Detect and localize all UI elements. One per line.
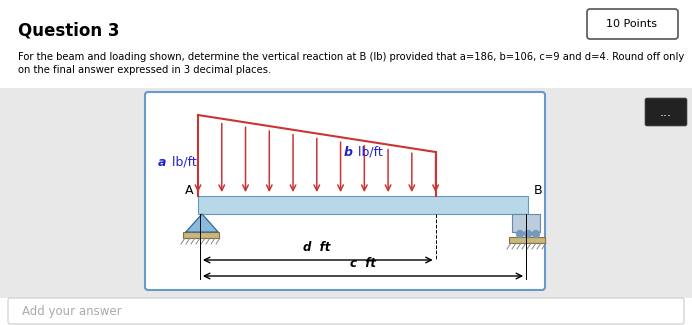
Text: on the final answer expressed in 3 decimal places.: on the final answer expressed in 3 decim… bbox=[18, 65, 271, 75]
Circle shape bbox=[525, 230, 531, 238]
Text: c  ft: c ft bbox=[350, 257, 376, 270]
Circle shape bbox=[533, 230, 540, 238]
FancyBboxPatch shape bbox=[8, 298, 684, 324]
FancyBboxPatch shape bbox=[145, 92, 545, 290]
FancyBboxPatch shape bbox=[645, 98, 687, 126]
Text: B: B bbox=[534, 184, 543, 197]
Polygon shape bbox=[186, 214, 218, 232]
Bar bbox=[198, 196, 528, 214]
Text: lb/ft: lb/ft bbox=[168, 155, 197, 168]
Text: ...: ... bbox=[660, 106, 672, 119]
Bar bbox=[183, 232, 219, 238]
Text: A: A bbox=[185, 184, 193, 197]
Text: Question 3: Question 3 bbox=[18, 22, 120, 40]
Text: a: a bbox=[158, 155, 166, 168]
Bar bbox=[512, 214, 540, 232]
Text: d  ft: d ft bbox=[303, 241, 331, 254]
Text: lb/ft: lb/ft bbox=[354, 146, 383, 159]
Text: 10 Points: 10 Points bbox=[606, 19, 657, 29]
FancyBboxPatch shape bbox=[587, 9, 678, 39]
Text: For the beam and loading shown, determine the vertical reaction at B (lb) provid: For the beam and loading shown, determin… bbox=[18, 52, 684, 62]
Bar bbox=[509, 237, 545, 243]
Text: b: b bbox=[344, 146, 353, 159]
Text: Add your answer: Add your answer bbox=[22, 305, 122, 318]
Circle shape bbox=[516, 230, 524, 238]
Bar bbox=[0, 88, 692, 298]
